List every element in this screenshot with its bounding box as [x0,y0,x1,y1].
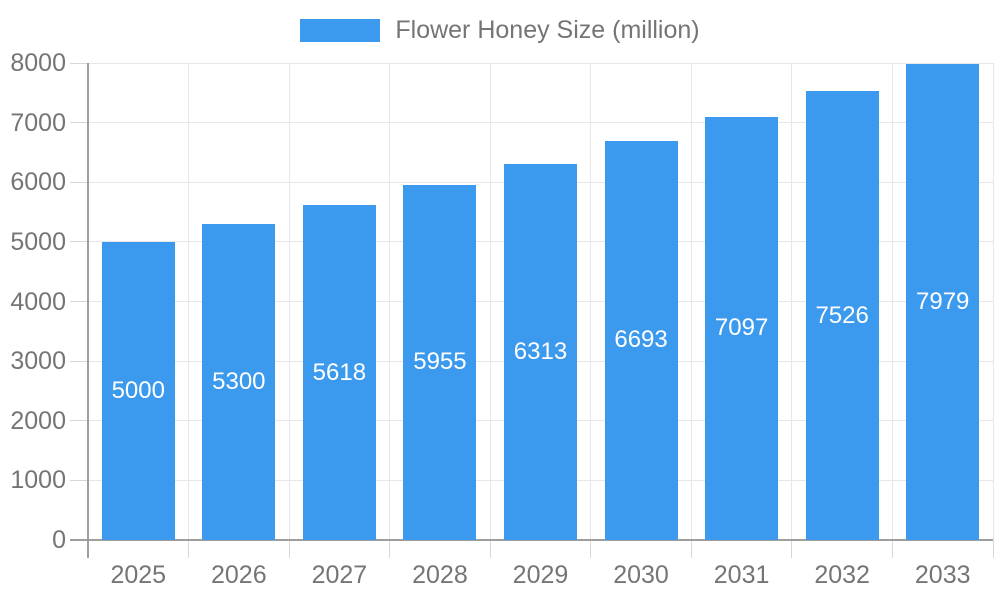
bar-2025[interactable]: 5000 [101,241,175,540]
gridline-vertical [992,63,994,540]
y-axis-line [87,63,89,558]
x-tick-label-2032: 2032 [814,561,870,589]
x-tick-label-2029: 2029 [512,561,569,589]
x-tick-label-2030: 2030 [613,561,669,589]
y-tick-label: 7000 [10,108,66,137]
x-axis-tick [188,540,190,558]
y-axis-tick [70,122,88,124]
gridline-vertical [891,63,893,540]
y-tick-label: 0 [52,526,66,554]
bar-value-label: 5955 [413,348,467,376]
x-tick-label-2026: 2026 [211,561,267,589]
y-axis-tick [70,301,88,302]
x-axis-tick [389,540,391,558]
x-tick-label-2033: 2033 [914,561,971,589]
bar-2032[interactable]: 7526 [805,91,879,540]
y-axis-tick [70,479,88,481]
x-tick-label-2028: 2028 [412,561,468,589]
y-tick-label: 5000 [10,227,66,256]
bar-value-label: 7097 [714,314,769,342]
y-axis-tick [70,62,88,64]
gridline-horizontal [88,62,993,64]
x-tick-label-2027: 2027 [311,561,368,589]
gridline-vertical [188,63,190,540]
x-tick-label-2031: 2031 [713,561,770,589]
bar-value-label: 5618 [312,358,367,386]
x-axis-tick [891,540,893,558]
y-axis-tick [70,360,88,362]
bar-value-label: 5300 [212,367,266,395]
gridline-vertical [791,63,793,540]
gridline-vertical [389,63,391,540]
x-axis-tick [690,540,692,558]
x-axis-tick [791,540,793,558]
bar-2029[interactable]: 6313 [504,163,577,540]
bar-2033[interactable]: 7979 [906,64,980,540]
bar-2030[interactable]: 6693 [604,140,678,540]
legend-swatch [300,19,381,42]
bar-value-label: 7526 [815,301,869,329]
y-axis-tick [70,241,88,243]
y-tick-label: 8000 [10,49,66,77]
bar-2031[interactable]: 7097 [705,116,779,540]
y-axis-tick [70,420,88,422]
x-axis-tick [992,540,994,558]
y-tick-label: 3000 [10,347,66,376]
y-axis-tick [70,181,88,183]
bar-2027[interactable]: 5618 [302,205,376,540]
gridline-horizontal [88,122,993,124]
bar-2026[interactable]: 5300 [202,223,276,540]
gridline-vertical [489,63,491,540]
bar-value-label: 6313 [513,337,568,365]
legend-label: Flower Honey Size (million) [395,16,700,44]
y-tick-label: 4000 [10,287,66,316]
x-axis-tick [489,540,491,558]
y-tick-label: 6000 [10,168,66,197]
bar-value-label: 6693 [614,326,668,354]
bar-2028[interactable]: 5955 [403,184,477,540]
gridline-vertical [590,63,592,540]
x-tick-label-2025: 2025 [110,561,167,589]
legend[interactable]: Flower Honey Size (million) [0,16,1000,45]
bar-value-label: 7979 [916,288,970,316]
y-tick-label: 2000 [10,406,66,435]
gridline-vertical [690,63,692,540]
x-axis-tick [288,540,290,558]
y-tick-label: 1000 [10,466,66,495]
x-axis-line [70,539,993,541]
bar-value-label: 5000 [111,376,165,404]
x-axis-tick [590,540,592,558]
gridline-vertical [288,63,290,540]
